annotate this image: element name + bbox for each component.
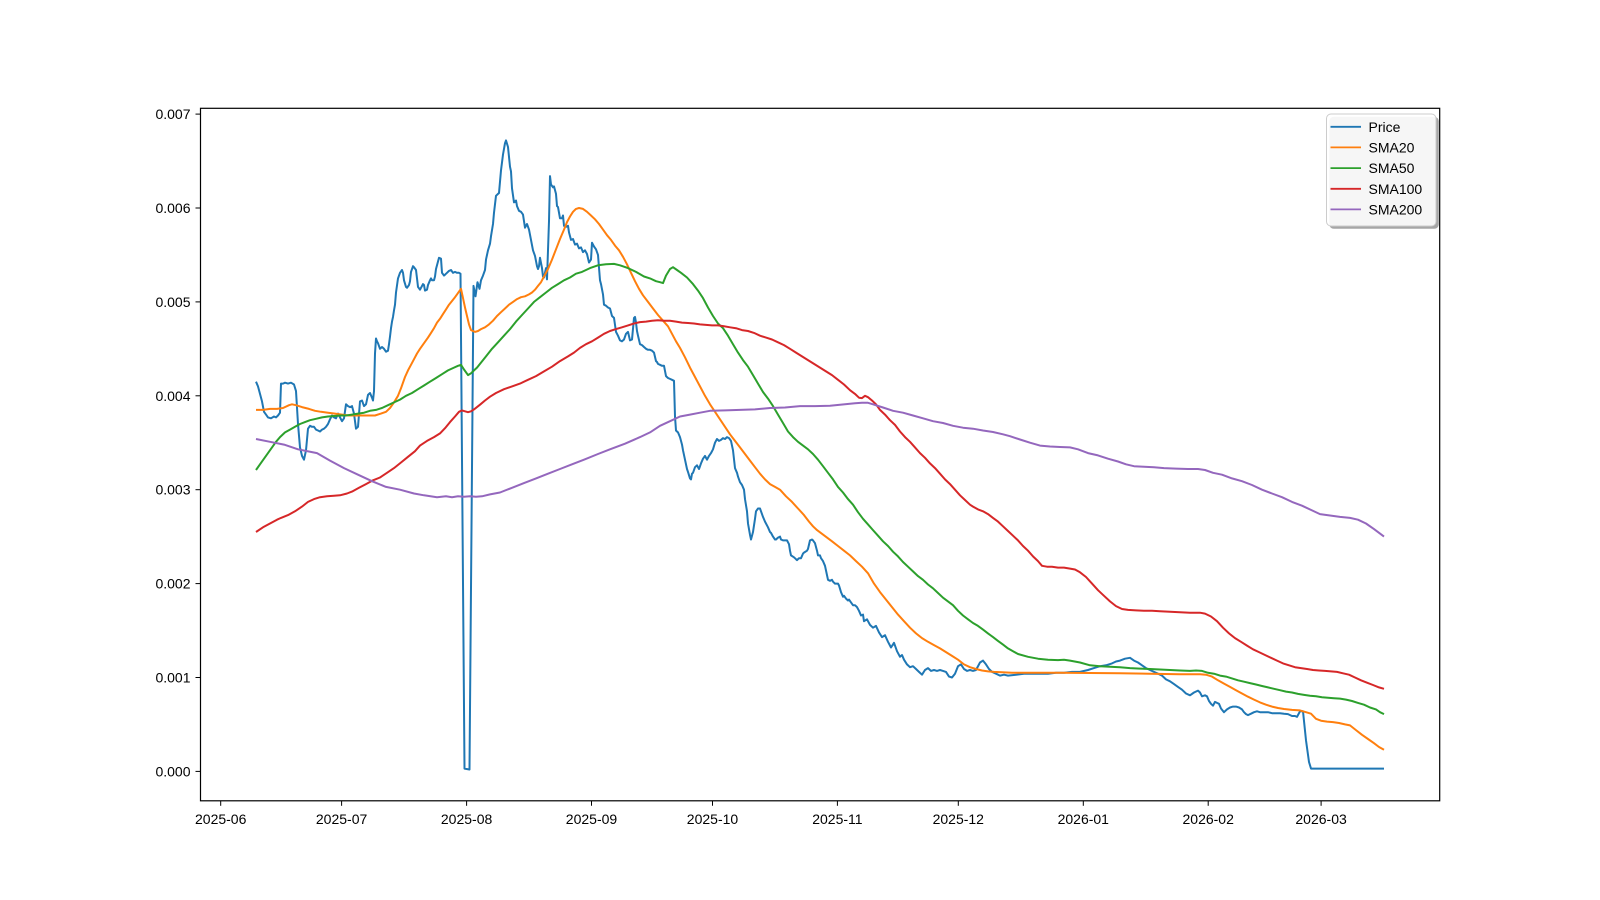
svg-text:0.004: 0.004 (155, 388, 190, 404)
svg-text:Price: Price (1369, 119, 1401, 135)
svg-text:2025-10: 2025-10 (687, 811, 739, 827)
svg-text:0.000: 0.000 (155, 763, 190, 779)
svg-text:0.001: 0.001 (155, 670, 190, 686)
svg-text:SMA200: SMA200 (1369, 201, 1423, 217)
svg-text:2026-02: 2026-02 (1183, 811, 1235, 827)
svg-text:2026-03: 2026-03 (1295, 811, 1347, 827)
svg-text:SMA20: SMA20 (1369, 139, 1415, 155)
svg-text:0.003: 0.003 (155, 482, 190, 498)
svg-text:0.005: 0.005 (155, 294, 190, 310)
svg-text:SMA50: SMA50 (1369, 160, 1415, 176)
svg-text:SMA100: SMA100 (1369, 181, 1423, 197)
svg-text:0.007: 0.007 (155, 106, 190, 122)
svg-text:0.006: 0.006 (155, 200, 190, 216)
svg-text:0.002: 0.002 (155, 576, 190, 592)
svg-text:2025-06: 2025-06 (195, 811, 247, 827)
svg-text:2025-08: 2025-08 (441, 811, 493, 827)
svg-text:2026-01: 2026-01 (1058, 811, 1110, 827)
svg-text:2025-11: 2025-11 (812, 811, 863, 827)
svg-text:2025-07: 2025-07 (316, 811, 368, 827)
svg-text:2025-12: 2025-12 (933, 811, 985, 827)
svg-text:2025-09: 2025-09 (566, 811, 618, 827)
